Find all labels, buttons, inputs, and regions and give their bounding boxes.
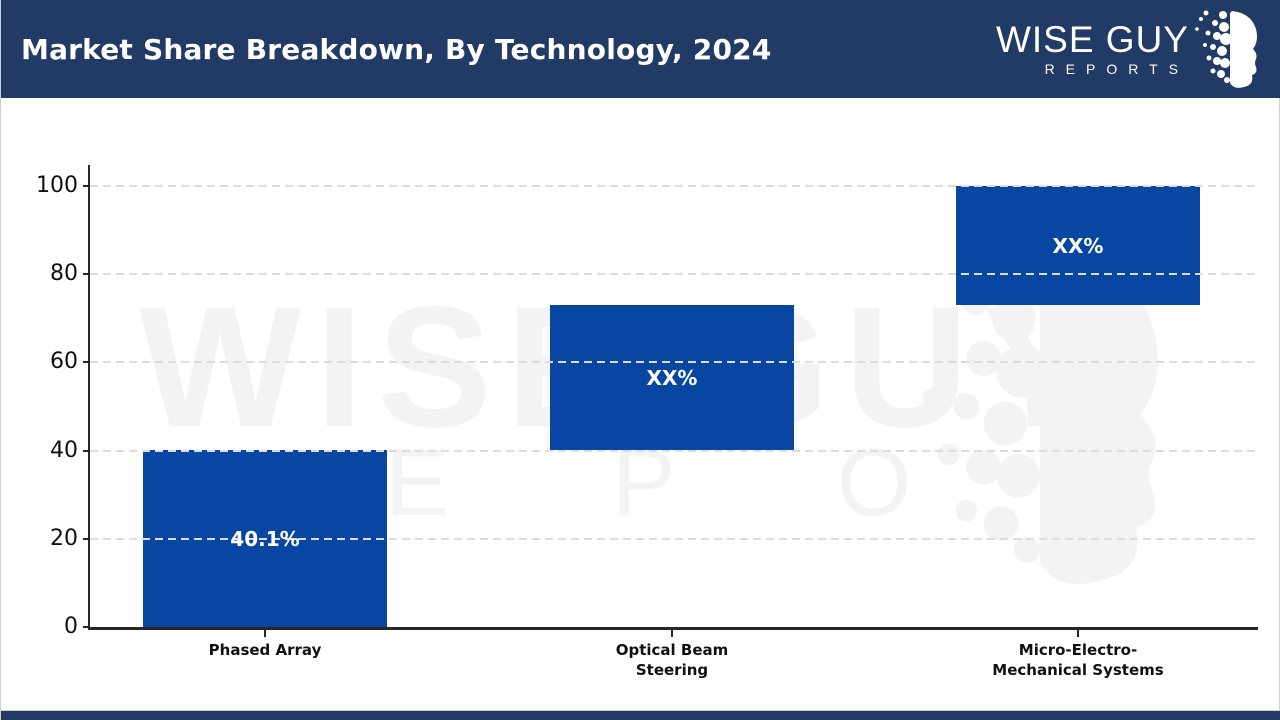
- dotted-head-logo-icon: [1195, 10, 1257, 88]
- header-band: Market Share Breakdown, By Technology, 2…: [1, 0, 1280, 98]
- y-tick-label-80: 80: [50, 261, 78, 287]
- bar-value-label-2: XX%: [646, 365, 698, 390]
- bottom-divider: [1, 710, 1280, 711]
- x-axis-line: [88, 627, 1258, 630]
- y-tick-mark-60: [83, 361, 90, 364]
- wiseguy-logo: WISE GUY REPORTS: [996, 5, 1267, 93]
- logo-wordmark: WISE GUY: [995, 19, 1189, 60]
- y-tick-label-40: 40: [50, 437, 78, 463]
- footer-band: [1, 711, 1280, 720]
- chart-title: Market Share Breakdown, By Technology, 2…: [21, 32, 772, 66]
- y-tick-mark-20: [83, 537, 90, 540]
- x-tick-mark-1: [264, 630, 266, 637]
- y-tick-mark-100: [83, 185, 90, 187]
- y-tick-mark-80: [83, 273, 90, 276]
- y-tick-label-0: 0: [64, 614, 78, 639]
- bar-value-label-3: XX%: [1052, 233, 1104, 258]
- y-axis-line: [88, 165, 90, 629]
- y-tick-label-60: 60: [50, 349, 78, 375]
- x-category-label-3: Micro-Electro- Mechanical Systems: [992, 641, 1164, 679]
- gridline-60: [90, 361, 1258, 364]
- bar-segment-3: [956, 186, 1200, 306]
- x-category-label-1: Phased Array: [208, 641, 322, 659]
- bar-segment-2: [550, 305, 794, 451]
- x-tick-mark-3: [1077, 630, 1079, 637]
- gridline-40: [90, 449, 1258, 452]
- x-tick-mark-2: [671, 630, 673, 637]
- y-tick-label-20: 20: [50, 525, 78, 551]
- bar-value-label-1: 40.1%: [230, 526, 300, 551]
- x-category-label-2: Optical Beam Steering: [615, 641, 729, 679]
- wiseguy-logo-text: WISE GUY REPORTS: [995, 19, 1189, 78]
- y-tick-mark-0: [83, 626, 90, 628]
- gridline-20: [90, 537, 1258, 540]
- gridline-100: [90, 185, 1258, 187]
- logo-subtitle: REPORTS: [1044, 61, 1189, 77]
- y-tick-mark-40: [83, 449, 90, 452]
- y-tick-label-100: 100: [36, 173, 78, 198]
- gridline-80: [90, 273, 1258, 276]
